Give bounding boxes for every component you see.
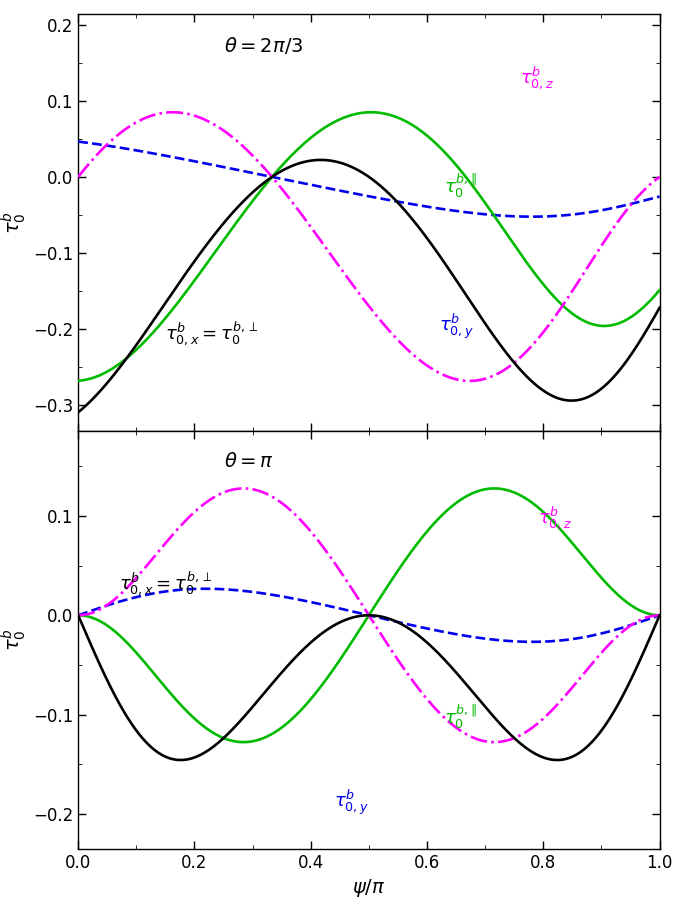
Text: $\tau_{0,x}^b=\tau_0^{b,\perp}$: $\tau_{0,x}^b=\tau_0^{b,\perp}$ — [119, 570, 213, 598]
X-axis label: $\psi/\pi$: $\psi/\pi$ — [352, 877, 386, 900]
Text: $\tau_{0,z}^b$: $\tau_{0,z}^b$ — [520, 64, 554, 91]
Text: $\theta=\pi$: $\theta=\pi$ — [224, 452, 273, 471]
Text: $\tau_{0,z}^b$: $\tau_{0,z}^b$ — [537, 505, 572, 531]
Text: $\theta=2\pi/3$: $\theta=2\pi/3$ — [224, 35, 303, 55]
Text: $\tau_{0,x}^b=\tau_0^{b,\perp}$: $\tau_{0,x}^b=\tau_0^{b,\perp}$ — [165, 320, 259, 348]
Text: $\tau_0^{b,\|}$: $\tau_0^{b,\|}$ — [445, 172, 477, 201]
Y-axis label: $\tau_0^b$: $\tau_0^b$ — [0, 629, 27, 651]
Text: $\tau_0^{b,\|}$: $\tau_0^{b,\|}$ — [445, 703, 477, 731]
Y-axis label: $\tau_0^b$: $\tau_0^b$ — [0, 212, 27, 233]
Text: $\tau_{0,y}^b$: $\tau_{0,y}^b$ — [334, 788, 369, 817]
Text: $\tau_{0,y}^b$: $\tau_{0,y}^b$ — [439, 311, 473, 341]
